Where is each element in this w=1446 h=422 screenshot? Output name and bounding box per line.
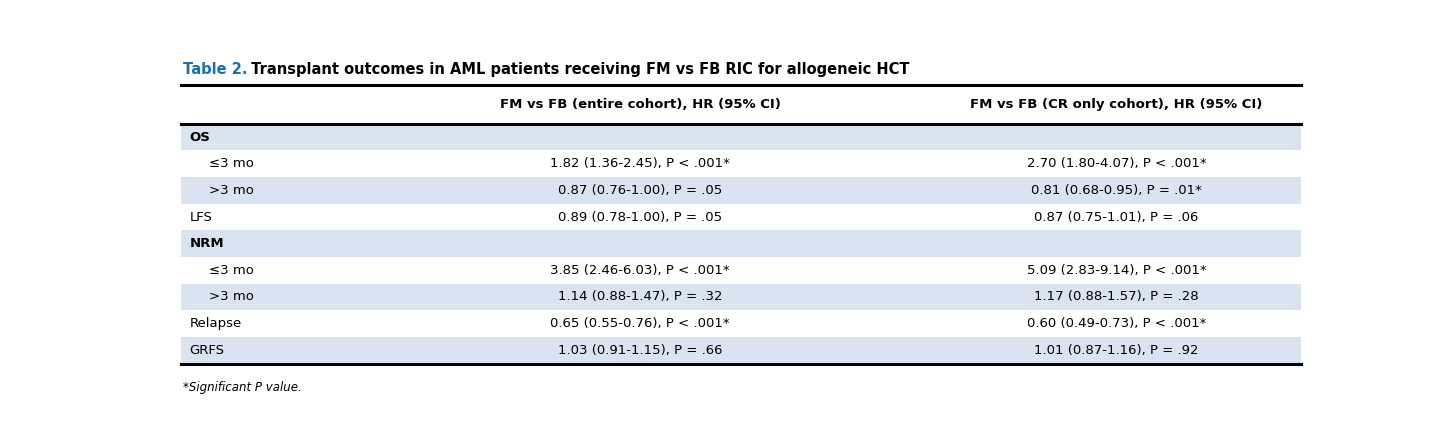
Bar — [181, 310, 1301, 337]
Text: 0.89 (0.78-1.00), P = .05: 0.89 (0.78-1.00), P = .05 — [558, 211, 723, 224]
Text: 2.70 (1.80-4.07), P < .001*: 2.70 (1.80-4.07), P < .001* — [1027, 157, 1206, 170]
Text: GRFS: GRFS — [189, 344, 224, 357]
Text: 0.87 (0.76-1.00), P = .05: 0.87 (0.76-1.00), P = .05 — [558, 184, 723, 197]
Text: LFS: LFS — [189, 211, 213, 224]
Text: ≤3 mo: ≤3 mo — [208, 157, 253, 170]
Text: 0.65 (0.55-0.76), P < .001*: 0.65 (0.55-0.76), P < .001* — [551, 317, 730, 330]
Bar — [181, 230, 1301, 257]
Bar — [181, 337, 1301, 364]
Text: 1.14 (0.88-1.47), P = .32: 1.14 (0.88-1.47), P = .32 — [558, 290, 723, 303]
Text: Relapse: Relapse — [189, 317, 241, 330]
Bar — [181, 204, 1301, 230]
Text: OS: OS — [189, 130, 211, 143]
Text: ≤3 mo: ≤3 mo — [208, 264, 253, 277]
Text: >3 mo: >3 mo — [208, 184, 253, 197]
Bar — [181, 124, 1301, 150]
Text: 3.85 (2.46-6.03), P < .001*: 3.85 (2.46-6.03), P < .001* — [551, 264, 730, 277]
Bar — [181, 257, 1301, 284]
Bar — [181, 177, 1301, 204]
Text: 1.82 (1.36-2.45), P < .001*: 1.82 (1.36-2.45), P < .001* — [551, 157, 730, 170]
Text: 5.09 (2.83-9.14), P < .001*: 5.09 (2.83-9.14), P < .001* — [1027, 264, 1206, 277]
Text: >3 mo: >3 mo — [208, 290, 253, 303]
Bar — [181, 284, 1301, 310]
Text: NRM: NRM — [189, 237, 224, 250]
Text: 1.01 (0.87-1.16), P = .92: 1.01 (0.87-1.16), P = .92 — [1034, 344, 1199, 357]
Text: 1.03 (0.91-1.15), P = .66: 1.03 (0.91-1.15), P = .66 — [558, 344, 723, 357]
Text: *Significant P value.: *Significant P value. — [184, 381, 302, 395]
Text: 0.87 (0.75-1.01), P = .06: 0.87 (0.75-1.01), P = .06 — [1034, 211, 1199, 224]
Text: Table 2.: Table 2. — [184, 62, 247, 77]
Text: FM vs FB (entire cohort), HR (95% CI): FM vs FB (entire cohort), HR (95% CI) — [500, 98, 781, 111]
Text: 0.60 (0.49-0.73), P < .001*: 0.60 (0.49-0.73), P < .001* — [1027, 317, 1206, 330]
Bar — [181, 150, 1301, 177]
Text: 1.17 (0.88-1.57), P = .28: 1.17 (0.88-1.57), P = .28 — [1034, 290, 1199, 303]
Text: FM vs FB (CR only cohort), HR (95% CI): FM vs FB (CR only cohort), HR (95% CI) — [970, 98, 1262, 111]
Text: Transplant outcomes in AML patients receiving FM vs FB RIC for allogeneic HCT: Transplant outcomes in AML patients rece… — [246, 62, 910, 77]
Text: 0.81 (0.68-0.95), P = .01*: 0.81 (0.68-0.95), P = .01* — [1031, 184, 1202, 197]
